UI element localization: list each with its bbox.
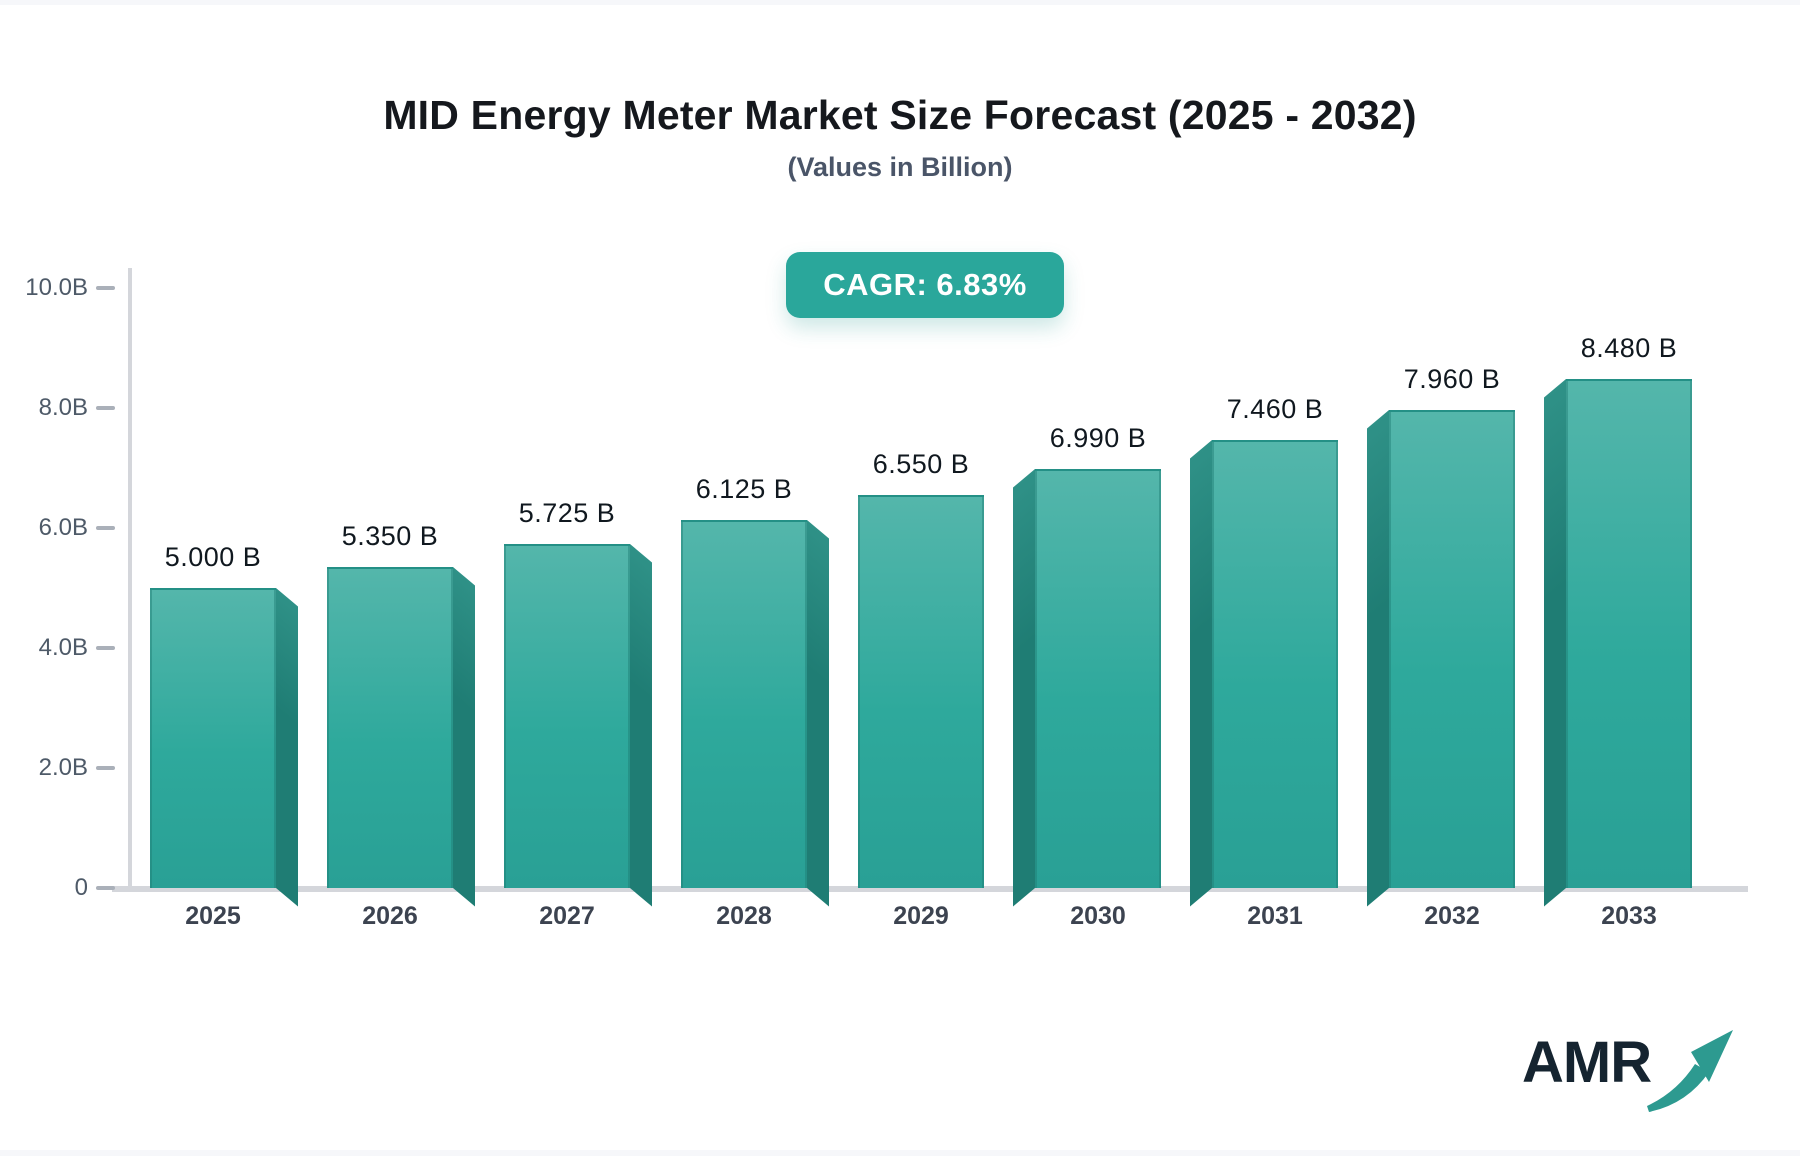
x-axis-label-2033: 2033 — [1601, 902, 1657, 930]
bar-side-face-2033 — [1544, 379, 1566, 907]
bar-side-face-2032 — [1367, 410, 1389, 907]
x-axis-label-2031: 2031 — [1247, 902, 1303, 930]
bar-side-face-2026 — [453, 567, 475, 907]
y-axis-line — [128, 268, 132, 892]
bar-side-face-2027 — [630, 544, 652, 907]
x-axis-label-2027: 2027 — [539, 902, 595, 930]
y-tick-mark — [96, 286, 115, 290]
page-edge-bottom — [0, 1150, 1800, 1156]
y-tick-mark — [96, 886, 115, 890]
y-tick-label-6.0B: 6.0B — [38, 514, 88, 541]
bar-2025 — [150, 588, 276, 888]
y-tick-label-4.0B: 4.0B — [38, 634, 88, 661]
y-tick-label-10.0B: 10.0B — [25, 274, 88, 301]
growth-arrow-icon — [1647, 1030, 1734, 1112]
bar-2029 — [858, 495, 984, 888]
x-axis-label-2030: 2030 — [1070, 902, 1126, 930]
x-axis-label-2028: 2028 — [716, 902, 772, 930]
y-tick-label-0: 0 — [74, 874, 88, 901]
bar-side-face-2030 — [1013, 469, 1035, 907]
bar-value-label-2025: 5.000 B — [164, 542, 262, 572]
bar-2026 — [327, 567, 453, 888]
x-axis-label-2032: 2032 — [1424, 902, 1480, 930]
bar-2028 — [681, 520, 807, 888]
x-axis-label-2029: 2029 — [893, 902, 949, 930]
bar-2030 — [1035, 469, 1161, 888]
y-tick-mark — [96, 406, 115, 410]
brand-logo-text: AMR — [1522, 1030, 1652, 1095]
x-axis-label-2025: 2025 — [185, 902, 241, 930]
bar-value-label-2029: 6.550 B — [872, 449, 970, 479]
y-tick-mark — [96, 526, 115, 530]
x-axis-baseline — [112, 886, 1748, 892]
bar-side-face-2031 — [1190, 440, 1212, 907]
bar-2033 — [1566, 379, 1692, 888]
bar-2032 — [1389, 410, 1515, 888]
cagr-badge-label: CAGR: 6.83% — [823, 267, 1027, 302]
brand-logo: AMR — [1522, 1030, 1765, 1118]
page-edge-top — [0, 0, 1800, 5]
y-tick-mark — [96, 646, 115, 650]
y-tick-label-8.0B: 8.0B — [38, 394, 88, 421]
bar-value-label-2030: 6.990 B — [1049, 423, 1147, 453]
bar-2031 — [1212, 440, 1338, 888]
bar-value-label-2028: 6.125 B — [695, 474, 793, 504]
bar-value-label-2031: 7.460 B — [1226, 394, 1324, 424]
bar-value-label-2027: 5.725 B — [518, 498, 616, 528]
bar-value-label-2032: 7.960 B — [1403, 364, 1501, 394]
bar-side-face-2028 — [807, 520, 829, 907]
cagr-badge: CAGR: 6.83% — [786, 252, 1064, 318]
bar-2027 — [504, 544, 630, 888]
chart-subtitle: (Values in Billion) — [787, 152, 1013, 182]
chart-title: MID Energy Meter Market Size Forecast (2… — [383, 92, 1417, 138]
y-tick-mark — [96, 766, 115, 770]
y-tick-label-2.0B: 2.0B — [38, 754, 88, 781]
bar-side-face-2025 — [276, 588, 298, 907]
bar-value-label-2026: 5.350 B — [341, 521, 439, 551]
x-axis-label-2026: 2026 — [362, 902, 418, 930]
bar-value-label-2033: 8.480 B — [1580, 333, 1678, 363]
